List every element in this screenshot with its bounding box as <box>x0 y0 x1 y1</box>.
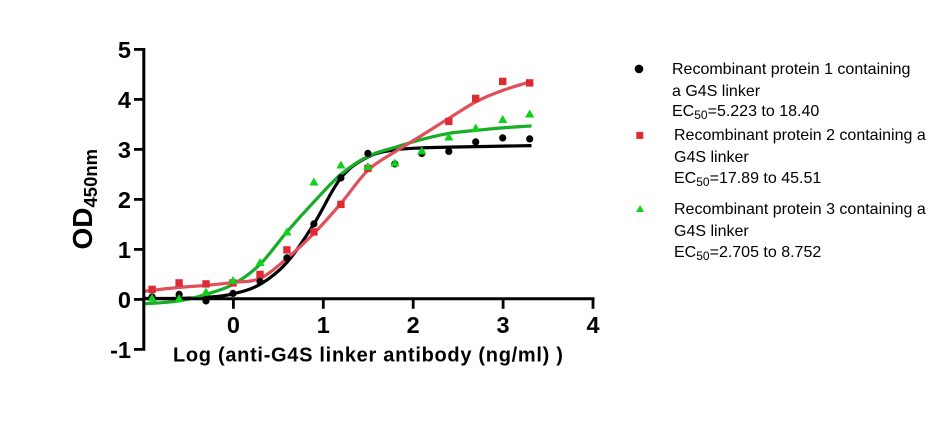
svg-text:G4S linker: G4S linker <box>674 149 749 166</box>
svg-text:3: 3 <box>118 137 131 163</box>
svg-text:4: 4 <box>586 312 599 338</box>
svg-text:4: 4 <box>118 87 131 113</box>
svg-text:2: 2 <box>407 312 420 338</box>
svg-text:-1: -1 <box>110 337 131 363</box>
svg-text:OD450nm: OD450nm <box>67 149 101 250</box>
svg-text:Log (anti-G4S linker antibody: Log (anti-G4S linker antibody (ng/ml) ) <box>173 344 564 366</box>
svg-text:3: 3 <box>497 312 510 338</box>
svg-text:0: 0 <box>227 312 240 338</box>
svg-text:G4S linker: G4S linker <box>674 223 749 240</box>
svg-text:1: 1 <box>118 237 131 263</box>
svg-text:0: 0 <box>118 287 131 313</box>
svg-text:1: 1 <box>317 312 330 338</box>
svg-text:a G4S linker: a G4S linker <box>672 83 761 100</box>
svg-text:EC50=17.89 to 45.51: EC50=17.89 to 45.51 <box>674 170 821 189</box>
svg-text:2: 2 <box>118 187 131 213</box>
svg-text:Recombinant protein 3 containi: Recombinant protein 3 containing a <box>674 201 926 218</box>
svg-text:EC50=5.223 to 18.40: EC50=5.223 to 18.40 <box>672 103 819 122</box>
svg-text:Recombinant protein 2 containi: Recombinant protein 2 containing a <box>674 127 926 144</box>
svg-text:EC50=2.705 to 8.752: EC50=2.705 to 8.752 <box>674 244 821 263</box>
svg-text:Recombinant protein 1 containi: Recombinant protein 1 containing <box>672 61 910 78</box>
svg-text:5: 5 <box>118 37 131 63</box>
